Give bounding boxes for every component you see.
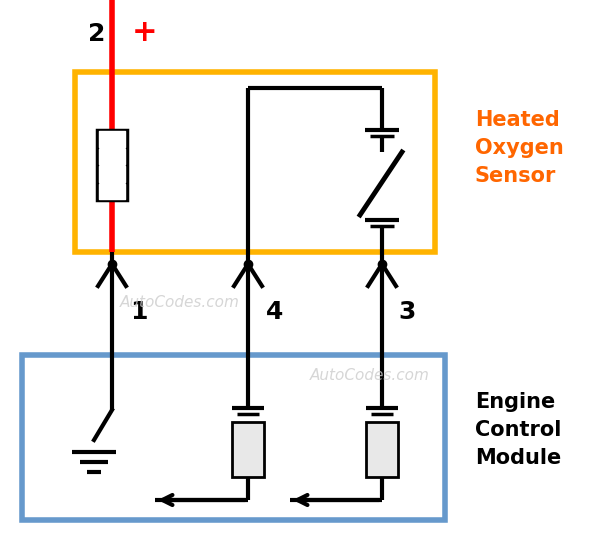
Text: 3: 3 bbox=[398, 300, 415, 324]
Text: Sensor: Sensor bbox=[475, 166, 557, 186]
Text: Engine: Engine bbox=[475, 392, 555, 412]
Text: AutoCodes.com: AutoCodes.com bbox=[120, 295, 240, 310]
Text: Module: Module bbox=[475, 448, 561, 468]
Text: 2: 2 bbox=[88, 22, 106, 46]
Text: Control: Control bbox=[475, 420, 561, 440]
Text: +: + bbox=[132, 18, 158, 47]
Text: 1: 1 bbox=[130, 300, 148, 324]
Text: Oxygen: Oxygen bbox=[475, 138, 564, 158]
Text: AutoCodes.com: AutoCodes.com bbox=[310, 368, 430, 383]
Bar bbox=[232, 422, 264, 477]
Text: Heated: Heated bbox=[475, 110, 560, 130]
Bar bbox=[366, 422, 398, 477]
Text: 4: 4 bbox=[266, 300, 283, 324]
Bar bbox=[97, 130, 127, 200]
Bar bbox=[75, 72, 435, 252]
Bar bbox=[22, 355, 445, 520]
